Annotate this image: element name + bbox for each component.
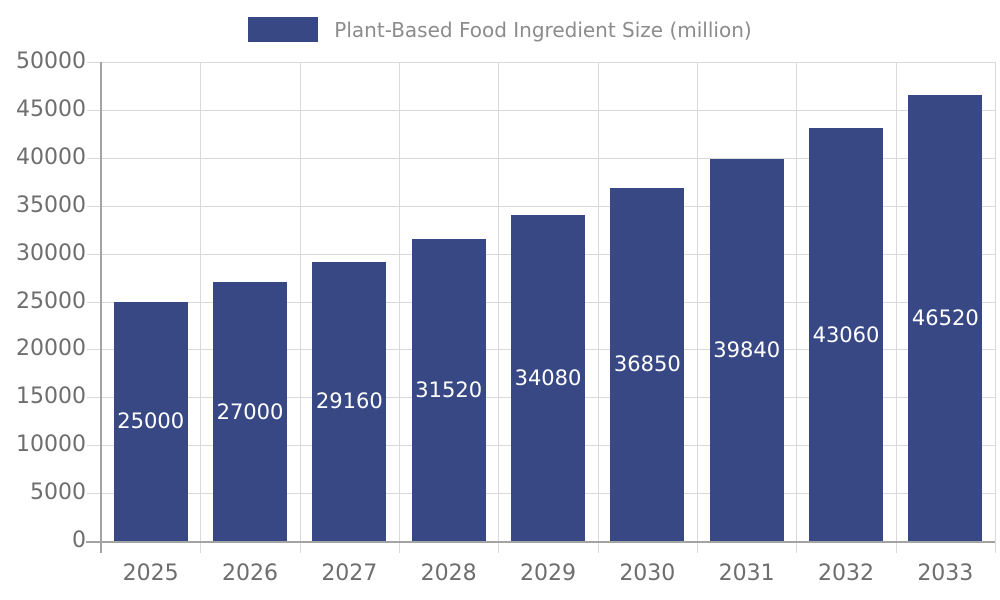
y-axis-tick-label: 0 [72, 528, 86, 553]
x-gridline [697, 62, 698, 541]
bar-value-label: 36850 [613, 352, 681, 377]
y-axis-tick-label: 25000 [16, 288, 86, 314]
x-tick [399, 541, 400, 553]
x-tick [498, 541, 500, 553]
bar-2027 [312, 261, 387, 541]
x-gridline [498, 62, 500, 541]
bar-2025 [113, 301, 188, 541]
x-gridline [895, 62, 897, 541]
x-axis-tick-label: 2029 [519, 561, 576, 586]
x-axis-tick-label: 2033 [917, 561, 974, 586]
x-axis-tick-label: 2028 [420, 561, 477, 586]
x-axis-tick-label: 2027 [321, 561, 378, 586]
legend-swatch [248, 17, 319, 42]
bar-2028 [411, 239, 486, 541]
bar-2031 [709, 159, 784, 541]
bar-value-label: 46520 [911, 306, 979, 331]
y-axis-line [100, 62, 102, 553]
x-gridline [995, 62, 996, 541]
y-axis-tick-label: 45000 [16, 96, 86, 122]
bar-2029 [510, 214, 585, 541]
y-gridline [101, 205, 995, 207]
legend: Plant-Based Food Ingredient Size (millio… [0, 17, 1000, 42]
y-gridline [101, 62, 995, 63]
y-tick [87, 109, 101, 111]
x-axis-tick-label: 2026 [221, 561, 278, 586]
y-gridline [101, 109, 995, 111]
x-axis-tick-label: 2025 [122, 561, 179, 586]
x-tick [597, 541, 599, 553]
x-gridline [200, 62, 202, 541]
y-tick [87, 253, 101, 255]
x-axis-tick-label: 2031 [718, 561, 775, 586]
bar-value-label: 34080 [514, 365, 582, 390]
x-tick [895, 541, 897, 553]
y-tick [87, 445, 101, 447]
y-axis-tick-label: 30000 [16, 240, 86, 266]
y-tick [87, 349, 101, 351]
x-tick [200, 541, 202, 553]
bar-2026 [212, 282, 287, 541]
x-gridline [299, 62, 301, 541]
y-tick [87, 157, 101, 159]
x-gridline [399, 62, 400, 541]
y-axis-tick-label: 35000 [16, 192, 86, 218]
x-tick [995, 541, 996, 553]
y-axis-tick-label: 10000 [16, 432, 86, 458]
legend-label: Plant-Based Food Ingredient Size (millio… [334, 17, 752, 42]
bar-2030 [610, 187, 685, 541]
y-axis-tick-label: 40000 [16, 144, 86, 170]
x-axis-line [86, 541, 995, 543]
bar-value-label: 29160 [315, 389, 383, 414]
bar-2033 [908, 95, 983, 541]
x-axis-tick-label: 2032 [817, 561, 874, 586]
x-gridline [796, 62, 798, 541]
y-tick [87, 493, 101, 495]
y-axis-tick-label: 20000 [16, 336, 86, 362]
y-tick [87, 301, 101, 303]
bar-value-label: 31520 [415, 378, 483, 403]
y-tick [87, 62, 101, 63]
y-tick [87, 397, 101, 399]
x-axis-tick-label: 2030 [619, 561, 676, 586]
y-axis-tick-label: 15000 [16, 384, 86, 410]
bar-value-label: 27000 [216, 399, 284, 424]
y-axis-tick-label: 5000 [30, 480, 86, 506]
bar-value-label: 25000 [117, 409, 185, 434]
x-tick [796, 541, 798, 553]
x-tick [697, 541, 698, 553]
y-tick [87, 205, 101, 207]
bar-value-label: 39840 [713, 338, 781, 363]
x-tick [299, 541, 301, 553]
y-axis-tick-label: 50000 [16, 49, 86, 74]
x-gridline [597, 62, 599, 541]
bar-value-label: 43060 [812, 322, 880, 347]
y-gridline [101, 157, 995, 159]
bar-2032 [808, 128, 883, 541]
